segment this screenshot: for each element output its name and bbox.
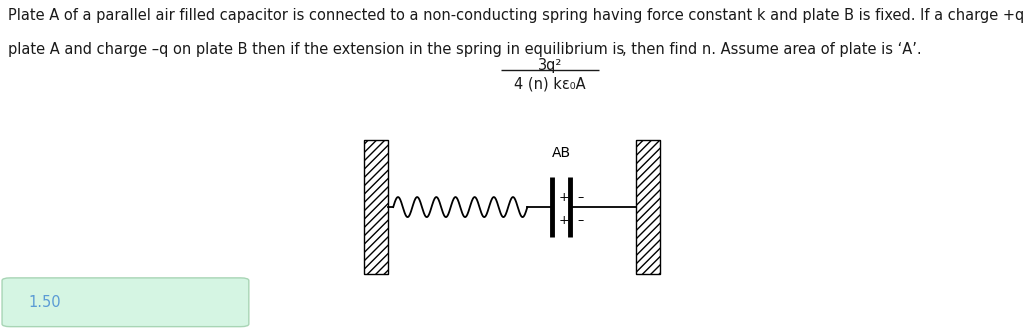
Text: Plate A of a parallel air filled capacitor is connected to a non-conducting spri: Plate A of a parallel air filled capacit… [8, 8, 1024, 23]
Bar [636, 140, 660, 274]
FancyBboxPatch shape [2, 278, 249, 327]
Bar [364, 140, 388, 274]
Bar [364, 140, 388, 274]
Text: 1.50: 1.50 [29, 295, 61, 310]
Text: –: – [578, 214, 584, 227]
Text: 3q²: 3q² [538, 58, 562, 73]
Text: AB: AB [552, 146, 570, 160]
Text: , then find n. Assume area of plate is ‘A’.: , then find n. Assume area of plate is ‘… [622, 42, 922, 57]
Text: +: + [559, 214, 569, 227]
Text: –: – [578, 191, 584, 203]
Text: plate A and charge –q on plate B then if the extension in the spring in equilibr: plate A and charge –q on plate B then if… [8, 42, 625, 57]
Text: +: + [559, 191, 569, 203]
Text: 4 (n) kε₀A: 4 (n) kε₀A [514, 77, 586, 92]
Bar [636, 140, 660, 274]
